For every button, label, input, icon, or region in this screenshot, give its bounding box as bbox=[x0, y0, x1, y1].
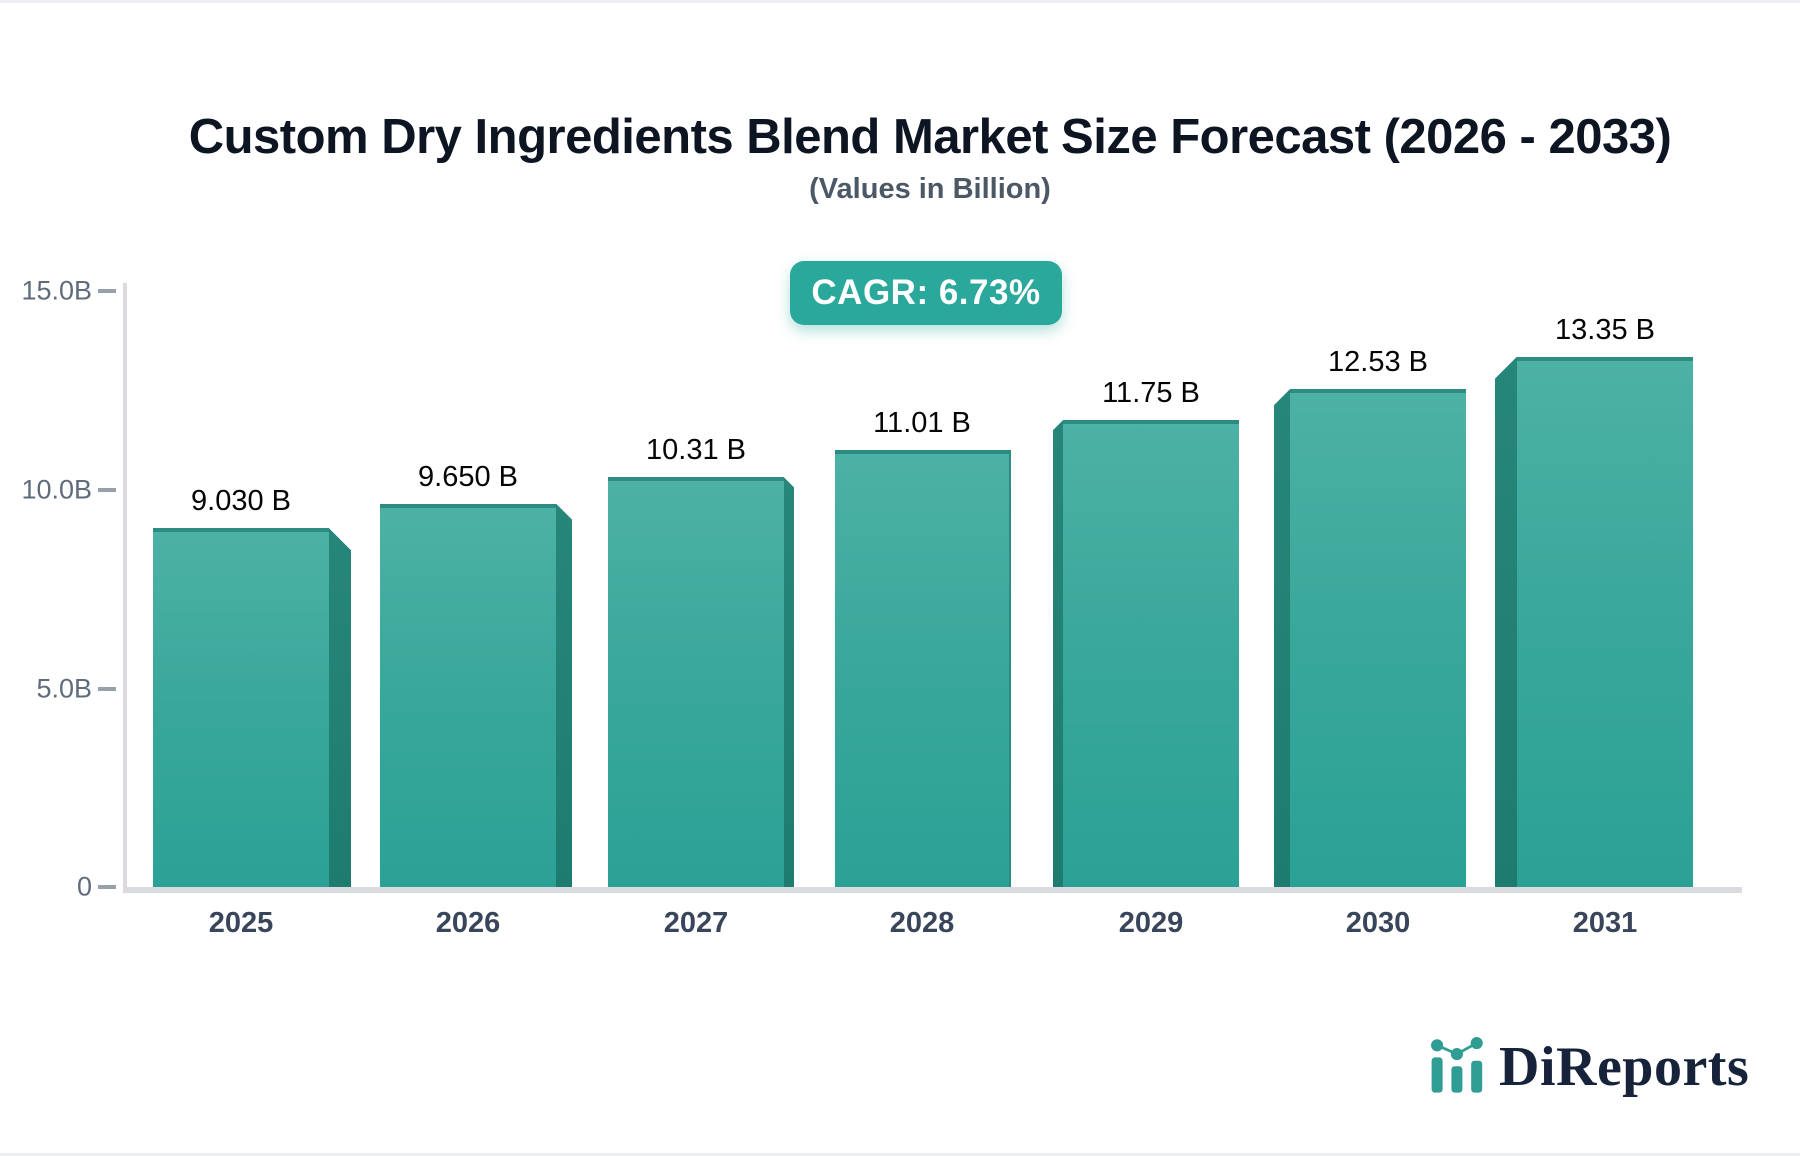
x-axis-line bbox=[123, 887, 1742, 893]
x-tick-label: 2026 bbox=[435, 907, 501, 939]
y-tick-dash bbox=[98, 488, 116, 492]
bar-front-face: 11.01 B 2028 bbox=[835, 407, 1011, 939]
cagr-badge: CAGR: 6.73% bbox=[790, 261, 1062, 325]
bar-front-face: 9.650 B 2026 bbox=[380, 461, 556, 939]
bar-value-label: 11.75 B bbox=[1102, 377, 1200, 410]
y-tick-label: 15.0B bbox=[21, 275, 92, 306]
bar-value-label: 11.01 B bbox=[873, 406, 971, 439]
y-tick-label: 10.0B bbox=[21, 474, 92, 505]
bar-group-2026: 9.650 B 2026 bbox=[380, 291, 572, 939]
bar-front-face: 13.35 B 2031 bbox=[1517, 314, 1693, 939]
plot-area: 9.030 B 2025 9.650 B 2026 10.31 B 2027 1… bbox=[123, 291, 1742, 939]
bar-group-2029: 11.75 B 2029 bbox=[1053, 291, 1239, 939]
x-tick-label: 2031 bbox=[1572, 907, 1638, 939]
bar-group-2030: 12.53 B 2030 bbox=[1274, 291, 1466, 939]
x-tick-label: 2030 bbox=[1345, 907, 1411, 939]
bar-front-face: 9.030 B 2025 bbox=[153, 485, 329, 939]
bar-side-face bbox=[1274, 389, 1290, 887]
y-tick-label: 0 bbox=[76, 871, 92, 902]
y-tick-dash bbox=[98, 289, 116, 293]
bar-front-face: 11.75 B 2029 bbox=[1063, 377, 1239, 939]
bar-side-face bbox=[329, 528, 351, 887]
bar-group-2028: 11.01 B 2028 bbox=[835, 291, 1011, 939]
cagr-badge-label: CAGR: 6.73% bbox=[811, 273, 1041, 312]
chart-title: Custom Dry Ingredients Blend Market Size… bbox=[188, 110, 1672, 164]
bar-chart-icon bbox=[1425, 1031, 1491, 1102]
bar-group-2027: 10.31 B 2027 bbox=[608, 291, 794, 939]
bar-value-label: 12.53 B bbox=[1328, 346, 1428, 379]
bar-value-label: 9.030 B bbox=[191, 485, 291, 518]
bar-group-2031: 13.35 B 2031 bbox=[1495, 291, 1693, 939]
bar-value-label: 13.35 B bbox=[1555, 313, 1655, 346]
y-tick-label: 5.0B bbox=[36, 673, 92, 704]
bar-value-label: 9.650 B bbox=[418, 460, 518, 493]
bar-group-2025: 9.030 B 2025 bbox=[153, 291, 351, 939]
y-axis-line bbox=[123, 283, 127, 893]
bar-side-face bbox=[784, 477, 794, 887]
bar-front-face: 12.53 B 2030 bbox=[1290, 346, 1466, 939]
x-tick-label: 2029 bbox=[1118, 907, 1184, 939]
x-tick-label: 2025 bbox=[208, 907, 274, 939]
x-tick-label: 2028 bbox=[889, 907, 955, 939]
x-tick-label: 2027 bbox=[663, 907, 729, 939]
bar-side-face bbox=[1495, 356, 1517, 887]
bar-front-face: 10.31 B 2027 bbox=[608, 434, 784, 939]
brand-logo-text: DiReports bbox=[1499, 1035, 1750, 1098]
bar-side-face bbox=[1053, 420, 1063, 887]
brand-logo: DiReports bbox=[1425, 1031, 1749, 1102]
y-tick-dash bbox=[98, 885, 116, 889]
bar-value-label: 10.31 B bbox=[646, 434, 746, 467]
y-tick-dash bbox=[98, 687, 116, 691]
bar-side-face bbox=[556, 503, 572, 887]
chart-subtitle: (Values in Billion) bbox=[809, 173, 1051, 205]
